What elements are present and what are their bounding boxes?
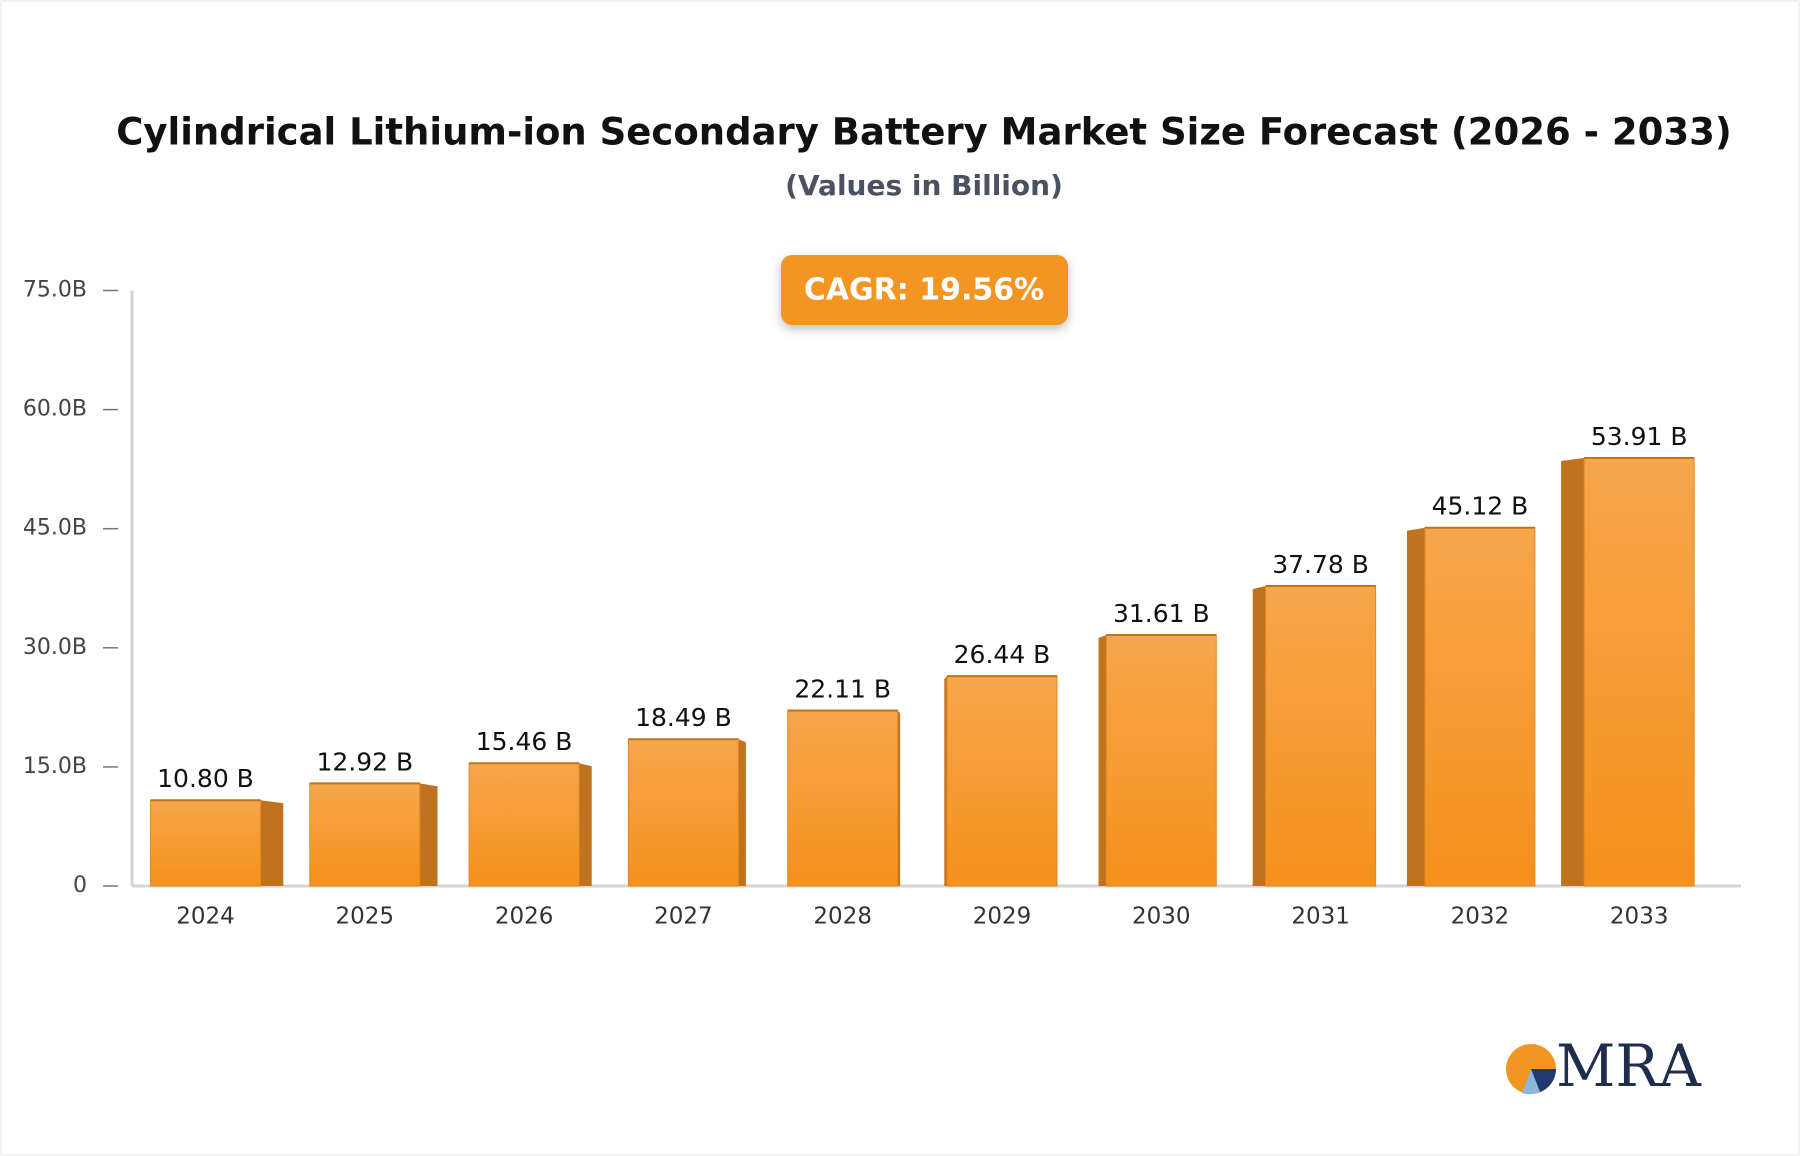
- bar: [946, 675, 1058, 887]
- bar-side: [419, 783, 438, 886]
- value-label: 22.11 B: [794, 674, 891, 703]
- value-label: 26.44 B: [954, 640, 1051, 669]
- x-tick-label: 2033: [1610, 904, 1669, 930]
- bar-side: [579, 763, 592, 886]
- value-label: 12.92 B: [316, 747, 413, 776]
- y-tick-label: 0: [73, 873, 87, 898]
- logo-wedge: [1522, 1069, 1540, 1095]
- bar: [627, 738, 739, 887]
- cagr-label: CAGR: 19.56%: [804, 273, 1044, 308]
- y-tick-label: 15.0B: [23, 754, 87, 779]
- bar-side: [1406, 527, 1425, 886]
- bar: [468, 762, 580, 887]
- y-tick-label: 75.0B: [23, 278, 87, 303]
- bar-side: [260, 800, 284, 886]
- bar: [1424, 527, 1536, 887]
- value-label: 53.91 B: [1591, 422, 1688, 451]
- bar-side: [944, 676, 947, 886]
- x-tick-label: 2032: [1451, 904, 1510, 930]
- value-label: 18.49 B: [635, 703, 732, 732]
- logo-text: MRA: [1556, 1032, 1702, 1100]
- y-tick-label: 45.0B: [23, 516, 87, 541]
- bar-side: [1561, 457, 1585, 886]
- bar: [309, 782, 421, 887]
- logo-wedge: [1531, 1069, 1556, 1092]
- x-tick-label: 2024: [176, 904, 235, 930]
- logo: MRA: [1506, 1032, 1702, 1100]
- cagr-badge: [781, 255, 1068, 325]
- x-tick-label: 2025: [336, 904, 395, 930]
- x-tick-label: 2026: [495, 904, 554, 930]
- bar: [1265, 585, 1377, 887]
- bar-side: [1252, 586, 1266, 886]
- bar-side: [738, 739, 746, 886]
- x-tick-label: 2028: [813, 904, 872, 930]
- bar: [150, 799, 261, 887]
- chart-subtitle: (Values in Billion): [785, 169, 1063, 202]
- bar-side: [897, 710, 901, 886]
- value-label: 31.61 B: [1113, 599, 1210, 628]
- x-tick-label: 2029: [973, 904, 1032, 930]
- value-label: 45.12 B: [1432, 492, 1529, 521]
- bar: [1583, 457, 1695, 887]
- y-tick-label: 30.0B: [23, 635, 87, 660]
- chart-title: Cylindrical Lithium-ion Secondary Batter…: [116, 111, 1732, 154]
- x-tick-label: 2031: [1291, 904, 1350, 930]
- bar: [787, 709, 899, 887]
- bar-side: [1098, 635, 1107, 886]
- value-label: 37.78 B: [1272, 550, 1369, 579]
- bar: [1105, 634, 1217, 887]
- y-tick-label: 60.0B: [23, 397, 87, 422]
- x-tick-label: 2027: [654, 904, 713, 930]
- x-tick-label: 2030: [1132, 904, 1191, 930]
- value-label: 15.46 B: [476, 727, 573, 756]
- value-label: 10.80 B: [157, 764, 254, 793]
